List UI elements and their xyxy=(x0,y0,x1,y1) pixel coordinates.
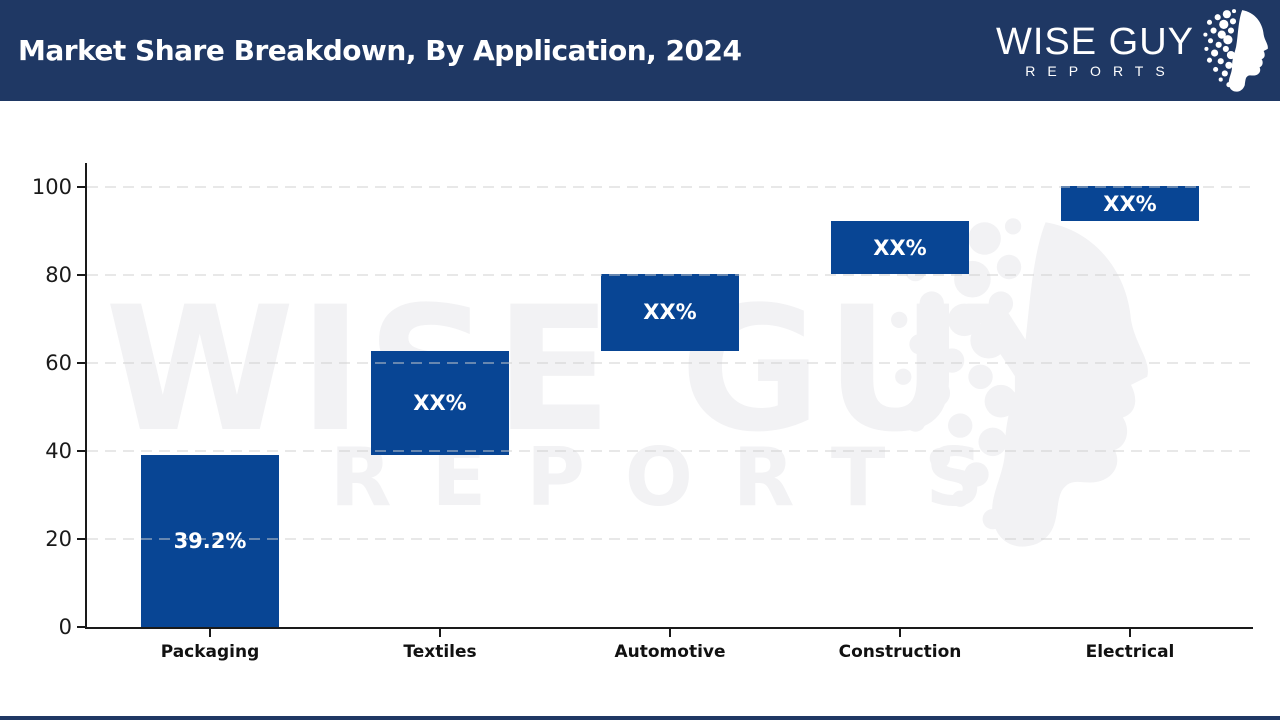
y-axis-spine xyxy=(85,163,87,629)
y-axis-tick xyxy=(77,274,85,276)
x-axis-spine xyxy=(85,627,1253,629)
bar-value-label: XX% xyxy=(413,390,467,415)
chart-area: WISE GUY REPORTS 0 20 40 60 80 100 Packaging Te… xyxy=(0,101,1280,716)
header-banner: Market Share Breakdown, By Application, … xyxy=(0,0,1280,101)
x-axis-tick xyxy=(209,629,211,637)
bar-value-label: XX% xyxy=(1103,191,1157,216)
bar-textiles xyxy=(371,351,509,455)
axis-layer: 0 20 40 60 80 100 Packaging Textiles Automotive C… xyxy=(0,101,1280,716)
category-label-textiles: Textiles xyxy=(403,642,477,662)
logo-head-icon xyxy=(1203,8,1268,92)
logo-wordmark: WISE GUY xyxy=(995,21,1194,63)
x-axis-tick xyxy=(899,629,901,637)
bar-automotive xyxy=(601,273,739,352)
bar-construction xyxy=(831,221,969,274)
bar-value-label: XX% xyxy=(643,300,697,325)
bar-value-label: XX% xyxy=(873,235,927,260)
y-axis-tick-label: 100 xyxy=(31,175,72,199)
y-axis-tick xyxy=(77,362,85,364)
category-label-automotive: Automotive xyxy=(614,642,726,662)
wise-guy-reports-logo: WISE GUY REPORTS xyxy=(996,0,1280,101)
y-axis-tick-label: 80 xyxy=(45,263,72,287)
y-axis-tick-label: 60 xyxy=(45,351,72,375)
category-label-construction: Construction xyxy=(838,642,962,662)
category-label-electrical: Electrical xyxy=(1085,642,1175,662)
logo-subtitle: REPORTS xyxy=(1025,63,1177,79)
y-axis-tick xyxy=(77,450,85,452)
category-label-packaging: Packaging xyxy=(160,642,260,662)
y-axis-tick xyxy=(77,538,85,540)
y-axis-tick-label: 0 xyxy=(58,615,72,639)
y-axis-tick-label: 20 xyxy=(45,527,72,551)
y-axis-tick xyxy=(77,186,85,188)
bar-packaging xyxy=(141,454,279,627)
bar-electrical xyxy=(1061,186,1199,222)
footer-strip xyxy=(0,716,1280,720)
x-axis-tick xyxy=(439,629,441,637)
logo-text: WISE GUY REPORTS xyxy=(996,22,1194,79)
y-axis-tick-label: 40 xyxy=(45,439,72,463)
x-axis-tick xyxy=(669,629,671,637)
y-axis-tick xyxy=(77,626,85,628)
page-title: Market Share Breakdown, By Application, … xyxy=(18,34,742,67)
x-axis-tick xyxy=(1129,629,1131,637)
plot-area: 39.2% XX% XX% XX% XX% xyxy=(87,163,1253,627)
bar-value-label: 39.2% xyxy=(173,528,247,553)
